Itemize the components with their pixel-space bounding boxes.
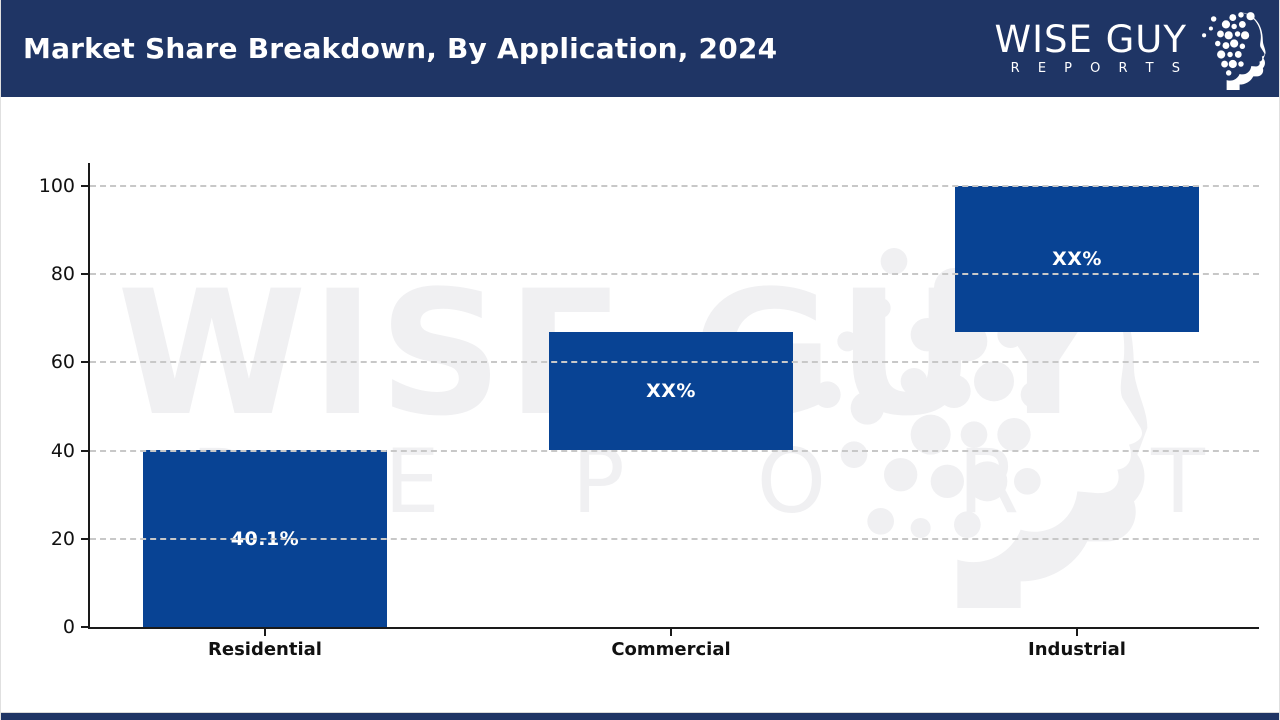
page-title: Market Share Breakdown, By Application, … — [23, 32, 778, 65]
x-tick-mark — [1076, 629, 1078, 636]
x-axis-line — [88, 627, 1259, 629]
y-tick-label: 20 — [50, 527, 75, 550]
bar-industrial: XX% — [955, 186, 1199, 332]
logo-subtitle: R E P O R T S — [1010, 61, 1187, 76]
y-tick-label: 60 — [50, 351, 75, 374]
bar-value-label: XX% — [1052, 247, 1102, 270]
x-tick-label: Industrial — [1028, 639, 1126, 660]
y-tick-mark — [81, 537, 88, 540]
plot-area: 0 20 40 60 80 100 40.1% Residential XX% Commercia… — [1, 97, 1279, 712]
y-tick-mark — [81, 361, 88, 364]
x-tick-mark — [264, 629, 266, 636]
y-tick-mark — [81, 626, 88, 628]
logo-text: WISE GUY R E P O R T S — [995, 21, 1187, 76]
y-tick-label: 0 — [62, 616, 75, 638]
y-tick-mark — [81, 273, 88, 276]
y-tick-mark — [81, 449, 88, 452]
gridline — [90, 361, 1259, 364]
x-tick-mark — [670, 629, 672, 636]
x-tick-label: Commercial — [611, 639, 731, 660]
gridline — [90, 185, 1259, 187]
y-tick-label: 80 — [50, 263, 75, 286]
bar-value-label: XX% — [646, 379, 696, 402]
y-tick-label: 100 — [38, 175, 75, 197]
gridline — [90, 273, 1259, 276]
gridline — [90, 537, 1259, 540]
y-tick-label: 40 — [50, 439, 75, 462]
bar-commercial: XX% — [549, 331, 793, 451]
gridline — [90, 449, 1259, 452]
wiseguy-face-icon — [1202, 11, 1266, 90]
y-tick-mark — [81, 185, 88, 187]
wiseguy-logo: WISE GUY R E P O R T S — [995, 8, 1279, 90]
footer-bar — [1, 712, 1279, 720]
logo-name: WISE GUY — [994, 18, 1187, 61]
y-axis-line — [88, 163, 90, 627]
header-bar: Market Share Breakdown, By Application, … — [1, 0, 1279, 97]
x-tick-label: Residential — [208, 639, 322, 660]
